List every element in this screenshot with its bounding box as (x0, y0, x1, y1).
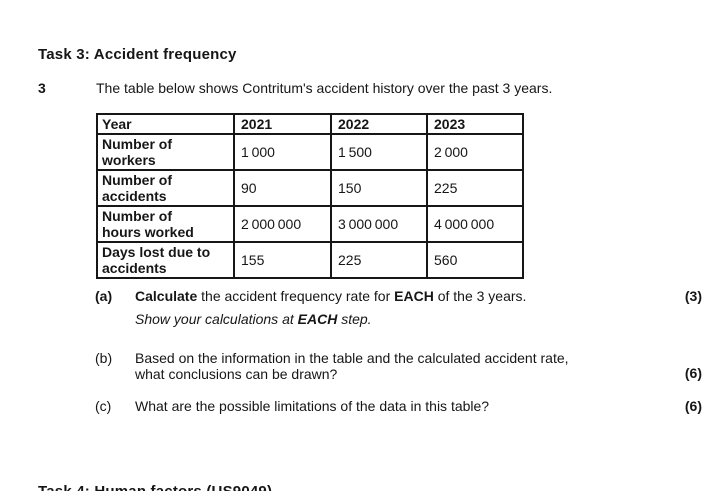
question-a-bold-calculate: Calculate (135, 288, 198, 304)
days-lost-2021-cell: 155 (233, 241, 332, 279)
question-a-text-mid: the accident frequency rate for (197, 288, 395, 304)
row-label-days-lost: Days lost due to accidents (96, 241, 235, 279)
question-a-note-end: step. (337, 311, 372, 327)
question-a-note: Show your calculations at EACH step. (135, 311, 655, 327)
question-b-marks: (6) (684, 365, 702, 381)
question-b-line1: Based on the information in the table an… (135, 350, 569, 366)
hours-2023-cell: 4 000 000 (426, 205, 524, 243)
table-header-2022: 2022 (330, 113, 428, 135)
question-a-text-end: of the 3 years. (433, 288, 527, 304)
question-c-marks: (6) (684, 398, 702, 414)
table-header-year: Year (96, 113, 235, 135)
days-lost-2023-cell: 560 (426, 241, 524, 279)
hours-2021-cell: 2 000 000 (233, 205, 332, 243)
question-a-note-start: Show your calculations at (135, 311, 298, 327)
table-row-hours: Number of hours worked 2 000 000 3 000 0… (96, 205, 524, 243)
row-label-accidents: Number of accidents (96, 169, 235, 207)
question-b-line2: what conclusions can be drawn? (135, 366, 338, 382)
task-title: Task 3: Accident frequency (38, 46, 237, 63)
table-row-workers: Number of workers 1 000 1 500 2 000 (96, 133, 524, 171)
next-task-title: Task 4: Human factors (US9049) (38, 483, 272, 491)
question-c-label: (c) (95, 398, 112, 414)
table-row-days-lost: Days lost due to accidents 155 225 560 (96, 241, 524, 279)
question-a-label: (a) (95, 288, 113, 304)
question-number: 3 (38, 80, 46, 96)
question-a-marks: (3) (684, 288, 702, 304)
row-label-workers: Number of workers (96, 133, 235, 171)
question-a-bold-each: EACH (394, 288, 434, 304)
accidents-2023-cell: 225 (426, 169, 524, 207)
accidents-2021-cell: 90 (233, 169, 332, 207)
workers-2022-cell: 1 500 (330, 133, 428, 171)
days-lost-2022-cell: 225 (330, 241, 428, 279)
table-header-row: Year 2021 2022 2023 (96, 113, 524, 135)
accident-history-table: Year 2021 2022 2023 Number of workers 1 … (96, 113, 524, 279)
question-b-label: (b) (95, 350, 113, 366)
table-row-accidents: Number of accidents 90 150 225 (96, 169, 524, 207)
workers-2023-cell: 2 000 (426, 133, 524, 171)
workers-2021-cell: 1 000 (233, 133, 332, 171)
accidents-2022-cell: 150 (330, 169, 428, 207)
hours-2022-cell: 3 000 000 (330, 205, 428, 243)
intro-text: The table below shows Contritum's accide… (96, 80, 553, 96)
table-header-2021: 2021 (233, 113, 332, 135)
table-header-2023: 2023 (426, 113, 524, 135)
question-a-note-bold-each: EACH (297, 311, 338, 327)
row-label-hours: Number of hours worked (96, 205, 235, 243)
question-c-text: What are the possible limitations of the… (135, 398, 490, 414)
question-a-text: Calculate the accident frequency rate fo… (135, 288, 655, 304)
